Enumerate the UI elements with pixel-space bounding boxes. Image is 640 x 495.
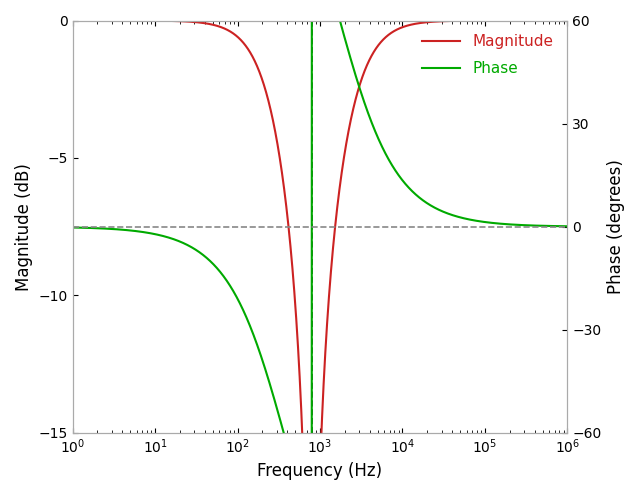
Y-axis label: Phase (degrees): Phase (degrees): [607, 159, 625, 294]
Magnitude: [563, 17, 571, 23]
Magnitude: [159, 18, 166, 24]
Phase: [438, 208, 446, 214]
Phase: [365, 114, 373, 120]
Magnitude: [365, 57, 373, 63]
Y-axis label: Magnitude (dB): Magnitude (dB): [15, 163, 33, 291]
Phase: [258, 355, 266, 361]
Magnitude: [258, 75, 266, 81]
Phase: [476, 218, 483, 224]
Line: Phase: Phase: [73, 0, 567, 495]
Magnitude: [438, 18, 445, 24]
Magnitude: [390, 28, 398, 34]
Phase: [69, 225, 77, 231]
Magnitude: [476, 18, 483, 24]
X-axis label: Frequency (Hz): Frequency (Hz): [257, 462, 383, 480]
Phase: [563, 223, 571, 229]
Magnitude: [69, 17, 77, 23]
Line: Magnitude: Magnitude: [73, 20, 567, 495]
Phase: [391, 166, 399, 172]
Legend: Magnitude, Phase: Magnitude, Phase: [416, 28, 560, 83]
Phase: [159, 233, 166, 239]
